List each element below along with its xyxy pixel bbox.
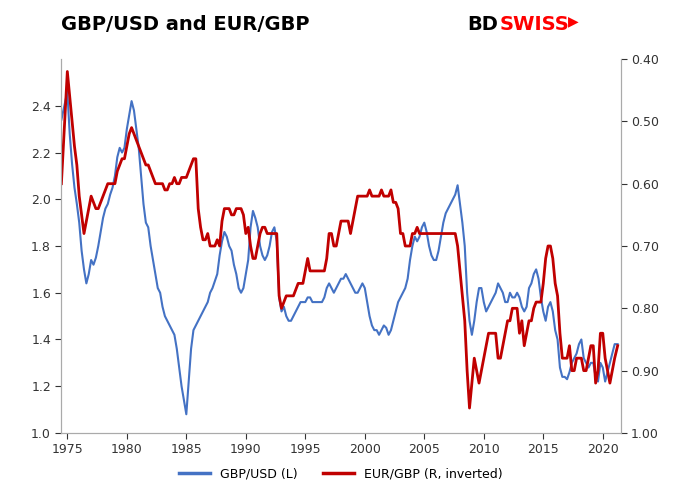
Legend: GBP/USD (L), EUR/GBP (R, inverted): GBP/USD (L), EUR/GBP (R, inverted) (174, 463, 508, 486)
Text: ▶: ▶ (568, 15, 579, 29)
Text: BD: BD (467, 15, 498, 34)
Text: GBP/USD and EUR/GBP: GBP/USD and EUR/GBP (61, 15, 310, 34)
Text: SWISS: SWISS (500, 15, 569, 34)
